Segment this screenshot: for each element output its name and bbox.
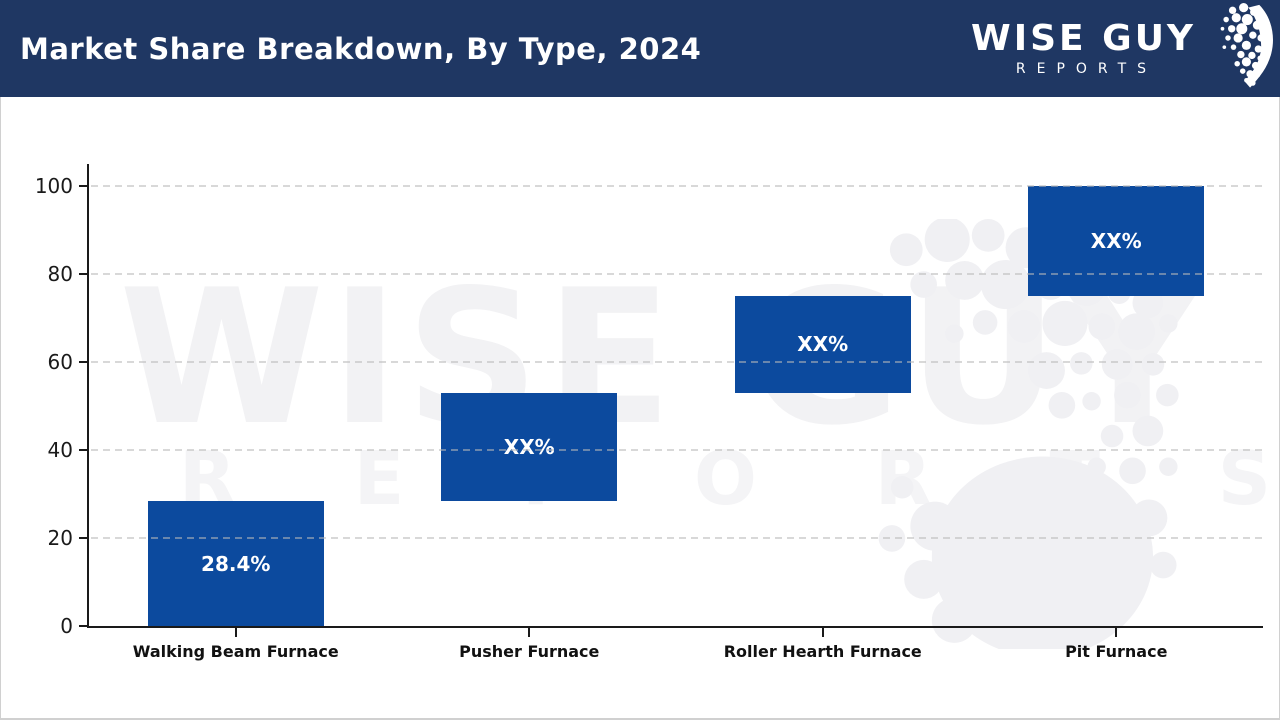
x-axis-spine: [87, 626, 1263, 628]
bar-value-label: XX%: [797, 332, 849, 357]
logo-wordmark: WISE GUY: [970, 17, 1196, 59]
y-tickmark: [79, 449, 89, 451]
x-tick-label: Pusher Furnace: [459, 642, 600, 661]
x-tickmark: [1115, 628, 1118, 637]
y-tickmark: [79, 537, 89, 539]
y-tickmark: [79, 273, 89, 275]
page-title: Market Share Breakdown, By Type, 2024: [20, 31, 702, 66]
bar-value-label: 28.4%: [201, 551, 271, 576]
wiseguy-logo-head-icon: [1220, 2, 1273, 88]
y-tick-label: 60: [47, 350, 73, 374]
x-tickmark: [528, 628, 531, 637]
y-tickmark: [79, 185, 89, 187]
y-tick-label: 20: [47, 526, 73, 550]
y-tick-label: 0: [60, 614, 73, 638]
bar-segment: XX%: [1028, 186, 1205, 296]
bar-segment: XX%: [734, 296, 911, 393]
bar-segment: XX%: [441, 392, 618, 502]
logo-subtitle: REPORTS: [1015, 60, 1158, 77]
wiseguy-logo-text: WISE GUY REPORTS: [970, 17, 1196, 77]
x-tick-label: Walking Beam Furnace: [132, 642, 339, 661]
y-tick-label: 80: [47, 262, 73, 286]
y-axis-spine: [87, 164, 89, 628]
bar-value-label: XX%: [503, 434, 555, 459]
y-tickmark: [79, 625, 89, 627]
bar-segment: 28.4%: [147, 501, 324, 626]
y-tick-label: 40: [47, 438, 73, 462]
wiseguy-logo: WISE GUY REPORTS: [970, 2, 1280, 95]
chart-area: WISE GUY R E P O R T S 0 20 40 60 80 100 28.4%…: [0, 97, 1280, 720]
x-tickmark: [234, 628, 237, 637]
y-tick-label: 100: [34, 174, 73, 198]
x-tickmark: [821, 628, 824, 637]
bar-value-label: XX%: [1090, 229, 1142, 253]
y-tickmark: [79, 361, 89, 363]
header-bar: Market Share Breakdown, By Type, 2024 WI…: [0, 0, 1280, 97]
x-tick-label: Roller Hearth Furnace: [723, 642, 922, 661]
x-tick-label: Pit Furnace: [1065, 642, 1168, 661]
